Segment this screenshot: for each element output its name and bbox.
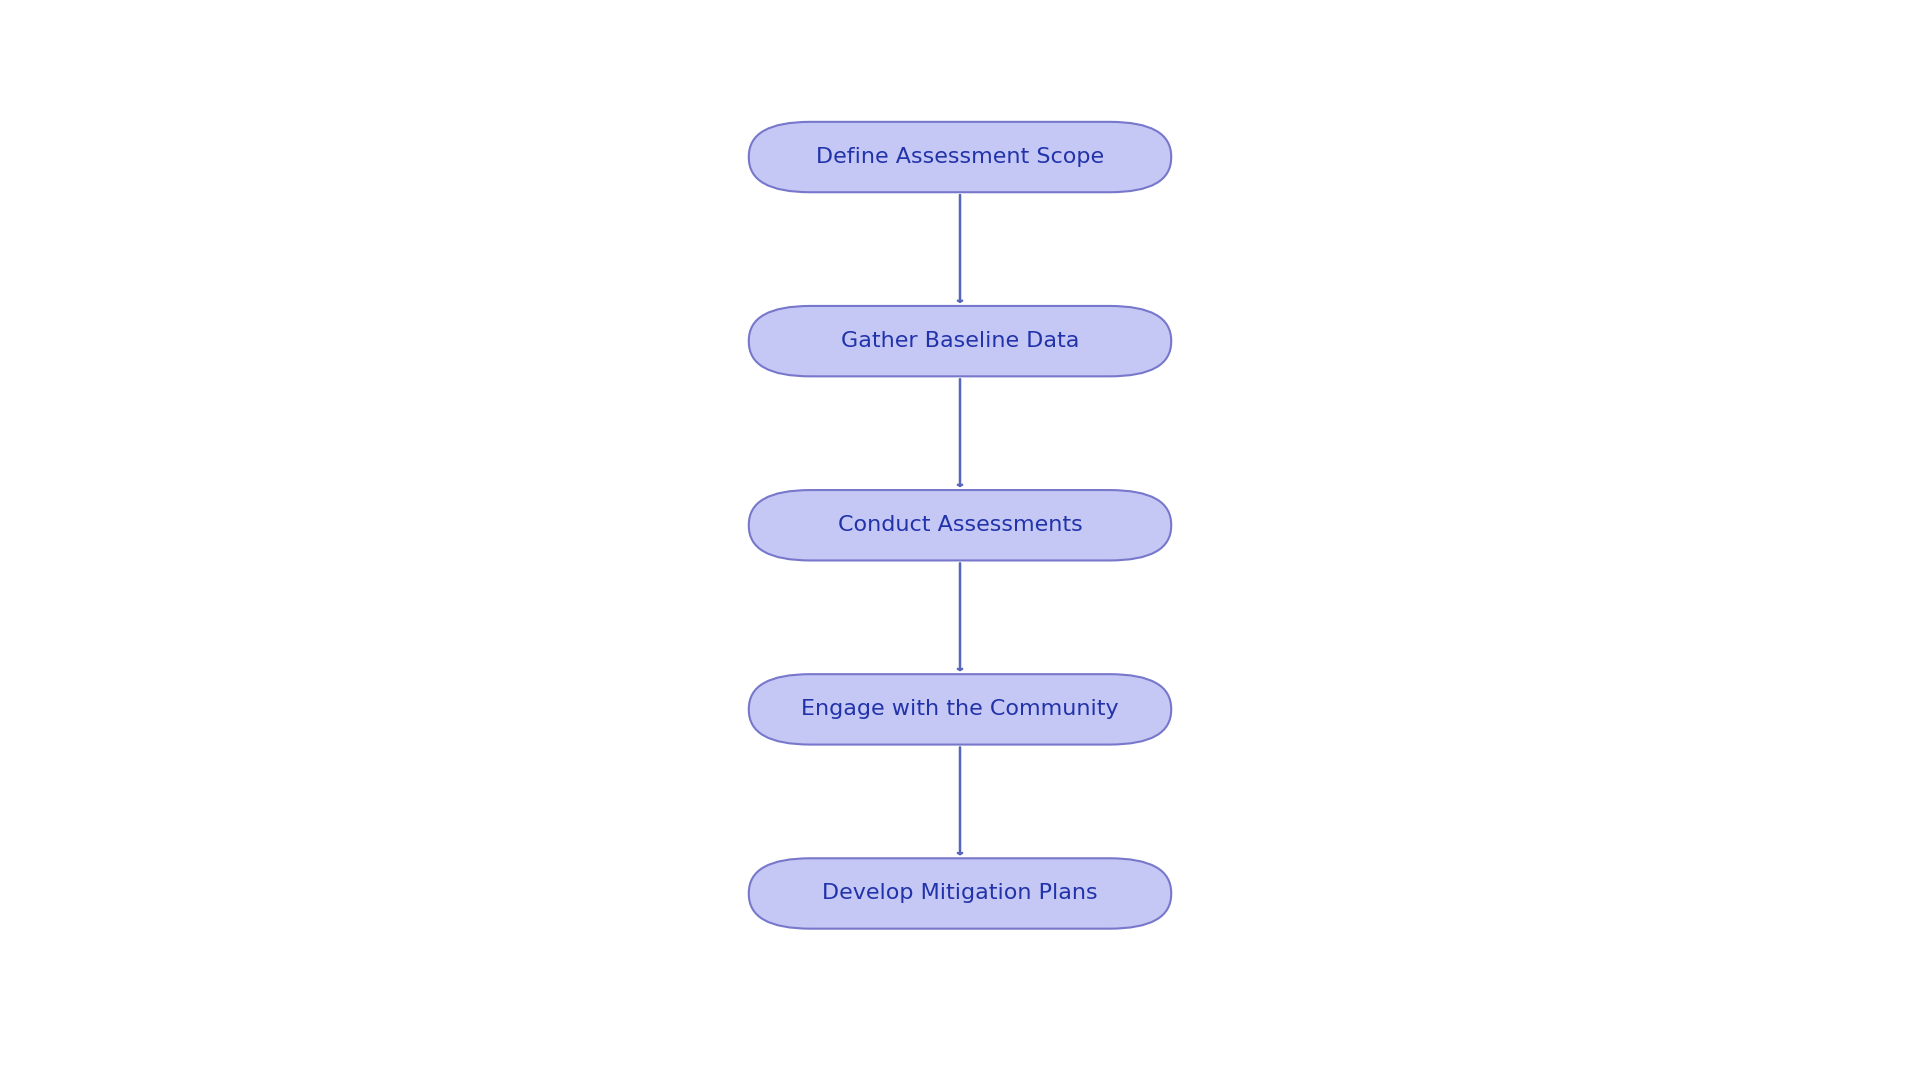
FancyBboxPatch shape <box>749 674 1171 745</box>
Text: Conduct Assessments: Conduct Assessments <box>837 516 1083 535</box>
Text: Engage with the Community: Engage with the Community <box>801 700 1119 719</box>
Text: Gather Baseline Data: Gather Baseline Data <box>841 331 1079 351</box>
Text: Develop Mitigation Plans: Develop Mitigation Plans <box>822 884 1098 903</box>
FancyBboxPatch shape <box>749 859 1171 929</box>
FancyBboxPatch shape <box>749 122 1171 193</box>
FancyBboxPatch shape <box>749 305 1171 377</box>
FancyBboxPatch shape <box>749 491 1171 561</box>
Text: Define Assessment Scope: Define Assessment Scope <box>816 147 1104 167</box>
